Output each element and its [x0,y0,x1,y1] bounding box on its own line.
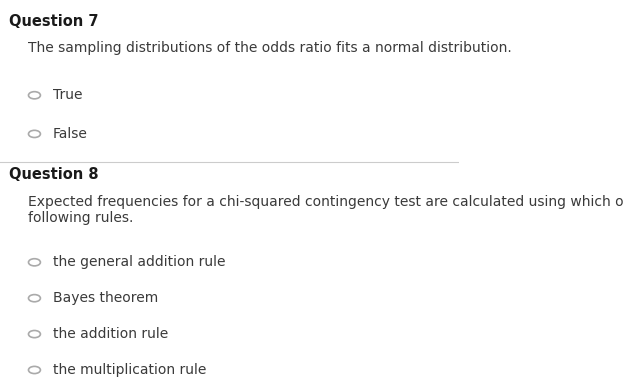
Text: the general addition rule: the general addition rule [53,255,225,269]
Text: Expected frequencies for a chi-squared contingency test are calculated using whi: Expected frequencies for a chi-squared c… [27,195,624,225]
Text: The sampling distributions of the odds ratio fits a normal distribution.: The sampling distributions of the odds r… [27,41,511,56]
Circle shape [29,130,41,137]
Circle shape [29,259,41,266]
Circle shape [29,331,41,338]
Circle shape [29,92,41,99]
Circle shape [29,367,41,373]
Text: Question 7: Question 7 [9,14,99,29]
Text: the addition rule: the addition rule [53,327,168,341]
Text: True: True [53,88,82,102]
Text: False: False [53,127,88,141]
Text: Question 8: Question 8 [9,167,99,182]
Text: the multiplication rule: the multiplication rule [53,363,206,377]
Text: Bayes theorem: Bayes theorem [53,291,158,305]
Circle shape [29,295,41,302]
